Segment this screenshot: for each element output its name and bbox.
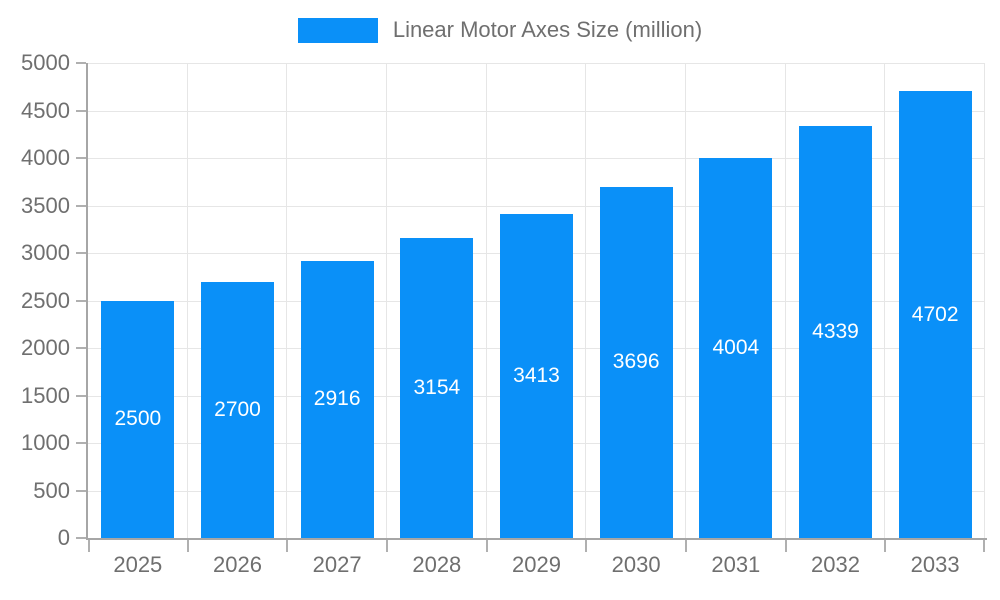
x-axis-label: 2032 bbox=[811, 552, 860, 577]
x-axis-tick bbox=[784, 538, 787, 552]
y-axis-label: 5000 bbox=[21, 50, 70, 75]
y-axis-label: 0 bbox=[57, 525, 70, 550]
x-axis-label: 2031 bbox=[711, 552, 761, 577]
y-axis-label: 3500 bbox=[21, 192, 70, 218]
x-axis-label: 2026 bbox=[213, 552, 262, 577]
y-axis-tick bbox=[76, 157, 86, 159]
gridline-vertical bbox=[685, 63, 686, 538]
bar-value-label: 4004 bbox=[712, 335, 760, 359]
gridline-horizontal bbox=[88, 63, 985, 64]
y-axis-label: 3000 bbox=[21, 240, 70, 265]
bar-2029: 3413 bbox=[500, 213, 573, 538]
x-axis-tick bbox=[88, 538, 90, 552]
x-axis-tick bbox=[685, 538, 687, 552]
gridline-vertical bbox=[386, 63, 387, 538]
y-axis-label: 500 bbox=[33, 477, 70, 503]
gridline-horizontal bbox=[88, 205, 985, 207]
bar-2030: 3696 bbox=[599, 186, 673, 538]
y-axis-label: 1000 bbox=[21, 430, 70, 455]
gridline-horizontal bbox=[88, 110, 985, 112]
gridline-vertical bbox=[984, 63, 985, 538]
bar-2026: 2700 bbox=[201, 281, 274, 538]
y-axis-tick bbox=[76, 537, 86, 539]
y-axis-label: 4500 bbox=[21, 97, 70, 123]
legend-label: Linear Motor Axes Size (million) bbox=[392, 17, 703, 42]
bar-value-label: 4339 bbox=[812, 319, 859, 343]
y-axis-label: 1500 bbox=[21, 382, 70, 408]
x-axis-label: 2027 bbox=[312, 552, 362, 577]
gridline-vertical bbox=[784, 63, 786, 538]
bar-2028: 3154 bbox=[400, 238, 474, 538]
bar-value-label: 4702 bbox=[911, 302, 959, 326]
bar-2025: 2500 bbox=[101, 300, 175, 538]
bar-2032: 4339 bbox=[799, 125, 872, 538]
x-axis-tick bbox=[286, 538, 289, 552]
gridline-vertical bbox=[485, 63, 487, 538]
y-axis-label: 2500 bbox=[21, 287, 70, 313]
gridline-vertical bbox=[884, 63, 886, 538]
x-axis-tick bbox=[983, 538, 985, 552]
bar-value-label: 2500 bbox=[114, 407, 162, 431]
legend-item[interactable]: Linear Motor Axes Size (million) bbox=[297, 17, 703, 43]
x-axis-label: 2030 bbox=[611, 552, 661, 577]
gridline-vertical bbox=[286, 63, 288, 538]
bar-value-label: 3696 bbox=[612, 350, 660, 374]
bar-2031: 4004 bbox=[699, 157, 773, 538]
y-axis-tick bbox=[76, 394, 86, 397]
x-axis-tick bbox=[485, 538, 488, 552]
x-axis-tick bbox=[884, 538, 887, 552]
x-axis-tick bbox=[585, 538, 588, 552]
y-axis-label: 2000 bbox=[21, 335, 70, 360]
bar-2033: 4702 bbox=[898, 91, 972, 538]
y-axis-tick bbox=[76, 489, 86, 492]
legend-swatch-icon bbox=[297, 17, 378, 43]
gridline-vertical bbox=[585, 63, 587, 538]
y-axis-tick bbox=[76, 109, 86, 112]
x-axis-label: 2033 bbox=[910, 552, 960, 577]
bar-value-label: 2916 bbox=[313, 387, 361, 411]
x-axis-label: 2025 bbox=[113, 552, 163, 577]
y-axis-tick bbox=[76, 62, 86, 64]
x-axis-label: 2028 bbox=[412, 552, 462, 577]
y-axis-tick bbox=[76, 252, 86, 254]
gridline-horizontal bbox=[88, 158, 985, 159]
x-axis-line bbox=[86, 538, 987, 540]
y-axis-line bbox=[86, 63, 88, 538]
y-axis-label: 4000 bbox=[21, 145, 70, 170]
y-axis-tick bbox=[76, 347, 86, 349]
plot-area: 0 500 1000 1500 2000 2500 3000 3500 4000 4500 5000… bbox=[21, 52, 987, 576]
legend: Linear Motor Axes Size (million) bbox=[0, 17, 1000, 43]
bar-value-label: 3413 bbox=[513, 363, 560, 387]
y-axis-tick bbox=[76, 299, 86, 302]
gridline-vertical bbox=[186, 63, 188, 538]
y-axis-tick bbox=[76, 204, 86, 207]
bar-value-label: 2700 bbox=[214, 397, 261, 421]
x-axis-tick bbox=[186, 538, 189, 552]
bar-2027: 2916 bbox=[300, 260, 374, 538]
x-axis-label: 2029 bbox=[512, 552, 561, 577]
bar-value-label: 3154 bbox=[413, 376, 461, 400]
x-axis-tick bbox=[386, 538, 388, 552]
y-axis-tick bbox=[76, 442, 86, 444]
